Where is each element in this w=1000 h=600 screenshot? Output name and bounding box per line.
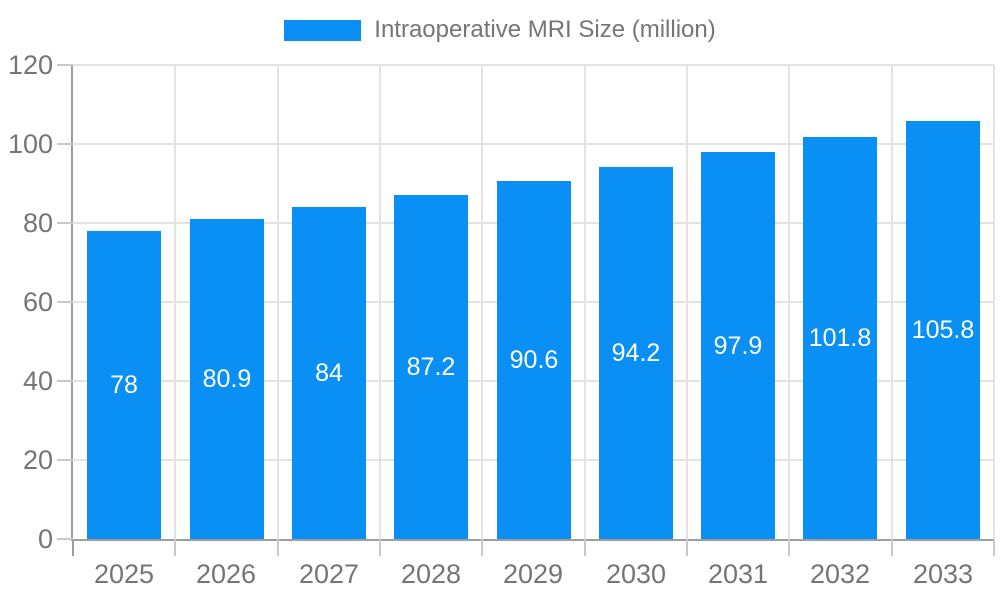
v-gridline: [276, 65, 279, 539]
legend-label: Intraoperative MRI Size (million): [374, 16, 716, 43]
y-axis-tick: [57, 380, 73, 382]
y-axis-tick: [57, 459, 73, 461]
y-axis-tick: [57, 222, 73, 224]
bar-value-label: 80.9: [202, 365, 252, 393]
x-axis-tick: [379, 539, 381, 556]
y-axis-tick-label: 100: [7, 129, 53, 159]
bar-2032[interactable]: [803, 137, 877, 539]
bar-2026[interactable]: [190, 219, 264, 539]
legend[interactable]: Intraoperative MRI Size (million): [0, 16, 1000, 43]
x-axis-tick: [174, 539, 176, 556]
y-axis-tick-label: 120: [7, 50, 53, 80]
x-axis-tick: [993, 539, 995, 556]
x-axis-line: [71, 539, 994, 541]
y-axis-tick-label: 40: [22, 366, 53, 396]
y-axis-tick-label: 20: [22, 445, 53, 475]
y-axis-tick-label: 0: [37, 524, 53, 554]
bar-2033[interactable]: [906, 121, 980, 539]
v-gridline: [583, 65, 586, 539]
v-gridline: [993, 65, 995, 539]
legend-swatch[interactable]: [284, 19, 362, 41]
bar-value-label: 101.8: [808, 324, 872, 352]
bar-value-label: 78: [110, 371, 138, 399]
y-axis-tick: [57, 301, 73, 303]
y-axis-tick: [57, 538, 73, 540]
bar-2030[interactable]: [599, 167, 673, 539]
v-gridline: [686, 65, 688, 539]
bar-2028[interactable]: [394, 195, 468, 539]
x-axis-tick-label: 2030: [605, 559, 667, 589]
x-axis-tick: [277, 539, 279, 556]
y-axis-tick: [57, 64, 73, 66]
x-axis-tick: [481, 539, 483, 556]
y-axis-tick-label: 60: [22, 287, 53, 317]
bar-2031[interactable]: [701, 152, 775, 539]
plot-area: 78 80.9 84 87.2 90.6 94.2 97.9 101.8 105.8: [71, 64, 995, 541]
v-gridline: [174, 65, 177, 539]
h-gridline: [73, 64, 994, 66]
x-axis-tick: [72, 539, 74, 556]
bar-value-label: 97.9: [713, 332, 763, 360]
x-axis-tick: [686, 539, 688, 556]
x-axis-tick-label: 2033: [912, 559, 974, 589]
x-axis-tick-label: 2025: [93, 559, 155, 589]
x-axis-tick: [891, 539, 893, 556]
bar-2029[interactable]: [497, 181, 571, 539]
v-gridline: [481, 65, 484, 539]
y-axis-tick-label: 80: [22, 208, 53, 238]
bar-2025[interactable]: [87, 231, 161, 539]
x-axis-tick-label: 2026: [195, 559, 257, 589]
bar-value-label: 90.6: [509, 346, 559, 374]
x-axis-tick-label: 2028: [400, 559, 462, 589]
bar-value-label: 84: [315, 359, 343, 387]
y-axis-tick: [57, 143, 73, 145]
x-axis-tick-label: 2031: [707, 559, 769, 589]
bar-value-label: 94.2: [611, 339, 661, 367]
bar-value-label: 105.8: [911, 316, 975, 344]
x-axis-tick-label: 2032: [809, 559, 871, 589]
x-axis-tick-label: 2027: [298, 559, 360, 589]
bar-2027[interactable]: [292, 207, 366, 539]
v-gridline: [379, 65, 381, 539]
x-axis-tick-label: 2029: [502, 559, 564, 589]
v-gridline: [788, 65, 791, 539]
bar-value-label: 87.2: [406, 353, 456, 381]
h-gridline: [73, 143, 994, 145]
x-axis-tick: [584, 539, 586, 556]
v-gridline: [890, 65, 893, 539]
x-axis-tick: [788, 539, 790, 556]
